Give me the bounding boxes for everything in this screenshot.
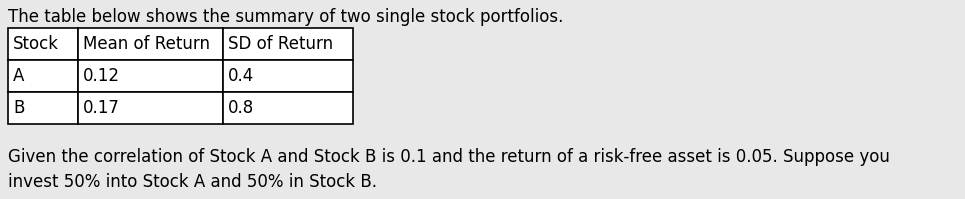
Text: A: A — [13, 67, 24, 85]
Text: Stock: Stock — [13, 35, 59, 53]
Text: 0.8: 0.8 — [228, 99, 254, 117]
Bar — [223, 92, 353, 124]
Bar — [223, 60, 353, 92]
Bar — [223, 28, 353, 60]
Bar — [78, 92, 223, 124]
Bar — [8, 92, 78, 124]
Text: The table below shows the summary of two single stock portfolios.: The table below shows the summary of two… — [8, 8, 564, 26]
Bar — [78, 28, 223, 60]
Bar — [8, 60, 78, 92]
Text: Mean of Return: Mean of Return — [83, 35, 210, 53]
Bar — [78, 60, 223, 92]
Text: B: B — [13, 99, 24, 117]
Text: 0.12: 0.12 — [83, 67, 120, 85]
Text: 0.17: 0.17 — [83, 99, 120, 117]
Text: 0.4: 0.4 — [228, 67, 254, 85]
Text: SD of Return: SD of Return — [228, 35, 333, 53]
Bar — [8, 28, 78, 60]
Text: Given the correlation of Stock A and Stock B is 0.1 and the return of a risk-fre: Given the correlation of Stock A and Sto… — [8, 148, 890, 191]
